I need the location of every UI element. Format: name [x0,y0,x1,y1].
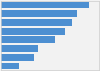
Bar [1,2,89,8]
Bar [1,36,55,43]
Bar [1,63,19,69]
Bar [1,54,34,61]
Bar [1,19,72,26]
Bar [1,45,38,52]
Bar [1,28,65,35]
Bar [1,10,77,17]
